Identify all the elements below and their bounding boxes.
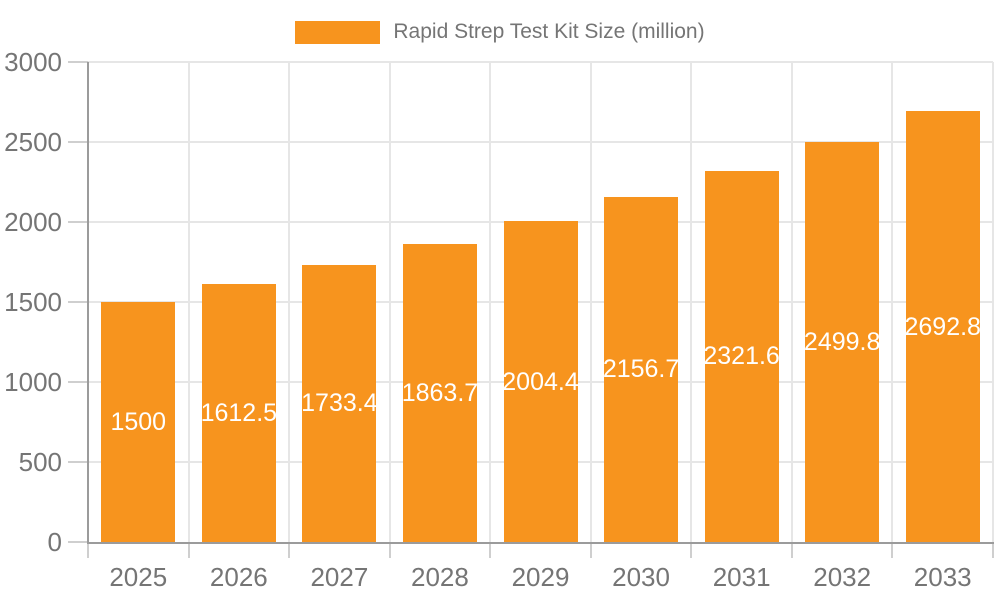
chart-legend: Rapid Strep Test Kit Size (million) [0, 14, 1000, 50]
y-axis-tick-label: 500 [18, 447, 62, 477]
y-axis-tick [68, 61, 88, 63]
x-axis-tick-label: 2031 [712, 562, 771, 592]
gridline-vertical [690, 62, 693, 542]
x-axis-tick [489, 542, 492, 558]
bar [604, 196, 679, 542]
y-axis-tick-label: 2500 [4, 127, 62, 157]
bar [101, 302, 176, 542]
gridline-vertical [992, 62, 994, 542]
legend-label: Rapid Strep Test Kit Size (million) [393, 20, 705, 43]
bar [302, 264, 377, 542]
bar [805, 142, 880, 542]
y-axis-tick [68, 221, 88, 223]
y-axis-tick-label: 0 [47, 527, 62, 557]
y-axis-line [87, 62, 89, 542]
bar-value-label: 2004.4 [502, 367, 579, 396]
x-axis-tick-label: 2033 [913, 562, 972, 592]
x-axis-tick [589, 542, 592, 558]
x-axis-tick-label: 2032 [813, 562, 872, 592]
legend-swatch [295, 20, 381, 44]
bar [402, 243, 477, 542]
y-axis-tick-label: 3000 [4, 47, 62, 77]
bar-value-label: 2692.8 [904, 312, 981, 341]
x-axis-tick-label: 2025 [109, 562, 168, 592]
gridline-vertical [388, 62, 391, 542]
bar-value-label: 1733.4 [301, 389, 378, 418]
x-axis-tick [690, 542, 693, 558]
y-axis-tick-label: 1500 [4, 287, 62, 317]
x-axis-tick [790, 542, 793, 558]
bar [503, 221, 578, 542]
bar-value-label: 1863.7 [401, 378, 479, 407]
bar-value-label: 2156.7 [602, 355, 680, 384]
x-axis-tick-label: 2026 [209, 562, 268, 592]
gridline-vertical [891, 62, 894, 542]
y-axis-tick [68, 541, 88, 543]
y-axis-tick [68, 381, 88, 383]
gridline-vertical [288, 62, 291, 542]
x-axis-tick-label: 2028 [411, 562, 469, 592]
bar-value-label: 2321.6 [703, 342, 780, 371]
gridline-vertical [790, 62, 793, 542]
y-axis-tick-label: 1000 [4, 367, 62, 397]
x-axis-tick-label: 2029 [511, 562, 570, 592]
gridline-horizontal [88, 141, 993, 143]
x-axis-tick-label: 2030 [612, 562, 670, 592]
y-axis-tick-label: 2000 [4, 207, 62, 237]
bar-value-label: 2499.8 [803, 328, 881, 357]
y-axis-tick [68, 301, 88, 303]
x-axis-tick [891, 542, 894, 558]
x-axis-line [87, 542, 994, 544]
x-axis-tick [288, 542, 291, 558]
x-axis-tick [388, 542, 391, 558]
bar [905, 111, 980, 542]
bar-value-label: 1612.5 [200, 399, 278, 427]
x-axis-tick-label: 2027 [310, 562, 369, 592]
gridline-vertical [489, 62, 492, 542]
y-axis-tick [68, 141, 88, 143]
gridline-vertical [187, 62, 190, 542]
y-axis-tick [68, 461, 88, 463]
x-axis-tick [87, 542, 89, 558]
x-axis-tick [992, 542, 994, 558]
bar [201, 284, 276, 542]
x-axis-tick [187, 542, 190, 558]
gridline-horizontal [88, 61, 993, 63]
gridline-vertical [589, 62, 592, 542]
bar-value-label: 1500 [110, 408, 167, 436]
bar [704, 170, 779, 542]
